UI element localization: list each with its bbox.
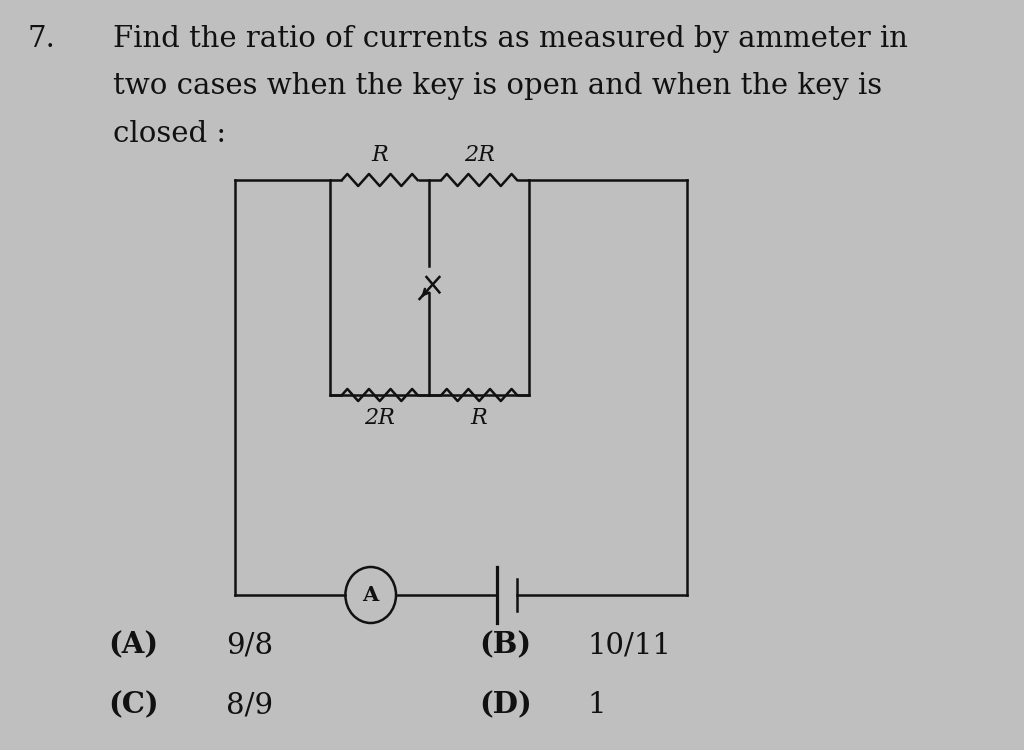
Text: 9/8: 9/8 — [226, 631, 273, 659]
Text: two cases when the key is open and when the key is: two cases when the key is open and when … — [113, 72, 882, 100]
Text: Find the ratio of currents as measured by ammeter in: Find the ratio of currents as measured b… — [113, 25, 908, 53]
Text: R: R — [471, 407, 487, 429]
Text: closed :: closed : — [113, 120, 226, 148]
Text: 2R: 2R — [365, 407, 395, 429]
Text: (C): (C) — [109, 691, 159, 719]
Text: 1: 1 — [588, 691, 606, 719]
Text: (D): (D) — [479, 691, 531, 719]
Text: A: A — [362, 585, 379, 605]
Text: 10/11: 10/11 — [588, 631, 672, 659]
Text: (A): (A) — [109, 631, 159, 659]
Text: (B): (B) — [479, 631, 531, 659]
Text: 8/9: 8/9 — [226, 691, 273, 719]
Text: 2R: 2R — [464, 144, 495, 166]
Text: 7.: 7. — [27, 25, 55, 53]
Text: R: R — [372, 144, 388, 166]
